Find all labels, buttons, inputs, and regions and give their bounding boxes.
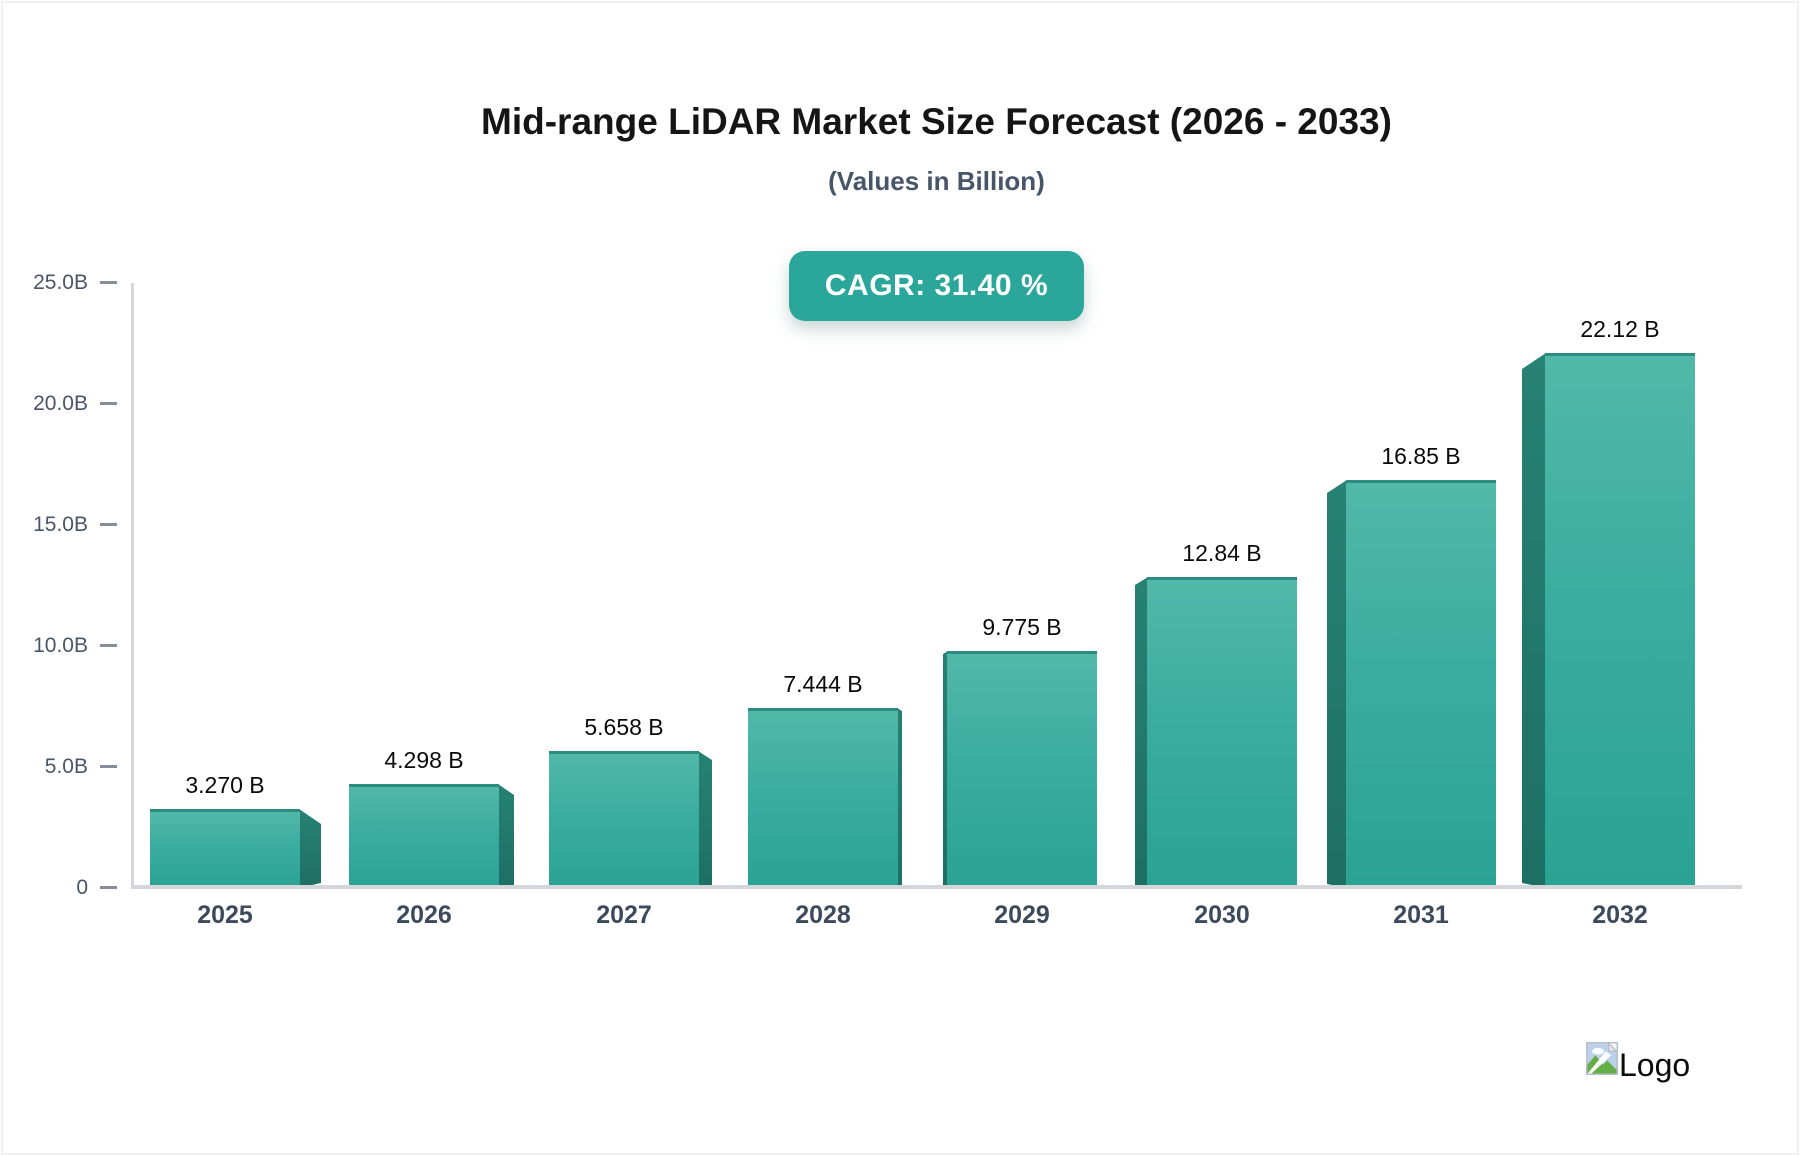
y-tick-dash	[100, 886, 117, 889]
bar-side-3d	[1327, 480, 1347, 888]
bar-side-3d	[1135, 577, 1148, 888]
cagr-badge-label: CAGR: 31.40 %	[824, 269, 1049, 302]
bar-side-3d	[698, 751, 712, 888]
bar-face	[748, 708, 898, 888]
y-tick-label: 15.0B	[33, 513, 88, 536]
x-axis-label: 2029	[994, 901, 1050, 929]
x-axis-label: 2026	[396, 901, 452, 929]
bar-face	[150, 809, 300, 888]
bar-value-label: 9.775 B	[982, 614, 1062, 640]
bar-side-3d	[1522, 353, 1546, 888]
bar-side-3d	[943, 651, 948, 888]
bar-side-3d	[897, 708, 902, 888]
y-tick-label: 20.0B	[33, 392, 88, 415]
bar-value-label: 7.444 B	[783, 671, 863, 697]
bar-face	[349, 784, 499, 888]
bar-value-label: 12.84 B	[1182, 540, 1262, 566]
y-axis-line	[131, 283, 134, 888]
cagr-badge-wrap: CAGR: 31.40 %	[131, 251, 1742, 321]
bar-side-3d	[299, 809, 321, 888]
cagr-badge: CAGR: 31.40 %	[788, 251, 1085, 321]
y-tick-dash	[100, 523, 117, 526]
bar-face	[1545, 353, 1695, 888]
x-axis-label: 2032	[1592, 901, 1648, 929]
x-axis-label: 2031	[1393, 901, 1449, 929]
x-axis-label: 2025	[197, 901, 253, 929]
logo-text: Logo	[1619, 1047, 1691, 1083]
y-tick-dash	[100, 644, 117, 647]
x-axis-label: 2030	[1194, 901, 1250, 929]
logo: Logo	[1586, 1042, 1690, 1084]
bar-face	[947, 651, 1097, 888]
y-tick-label: 10.0B	[33, 634, 88, 657]
y-tick-dash	[100, 765, 117, 768]
bar-face	[1147, 577, 1297, 888]
y-tick-label: 0	[76, 876, 88, 899]
bar-value-label: 16.85 B	[1381, 443, 1461, 469]
chart-subtitle: (Values in Billion)	[828, 166, 1045, 196]
bar-value-label: 22.12 B	[1580, 316, 1660, 342]
bar-face	[549, 751, 699, 888]
x-axis-label: 2027	[596, 901, 652, 929]
bar-value-label: 3.270 B	[185, 772, 265, 798]
x-axis-line	[131, 885, 1742, 889]
y-tick-dash	[100, 402, 117, 405]
bar-face	[1346, 480, 1496, 888]
y-tick-dash	[100, 281, 117, 284]
bar-side-3d	[498, 784, 514, 888]
bar-value-label: 4.298 B	[384, 747, 464, 773]
y-tick-label: 5.0B	[44, 755, 88, 778]
y-tick-label: 25.0B	[33, 271, 88, 294]
chart-title: Mid-range LiDAR Market Size Forecast (20…	[481, 101, 1392, 142]
x-axis-label: 2028	[795, 901, 851, 929]
broken-image-icon	[1586, 1042, 1618, 1075]
bar-value-label: 5.658 B	[584, 714, 664, 740]
